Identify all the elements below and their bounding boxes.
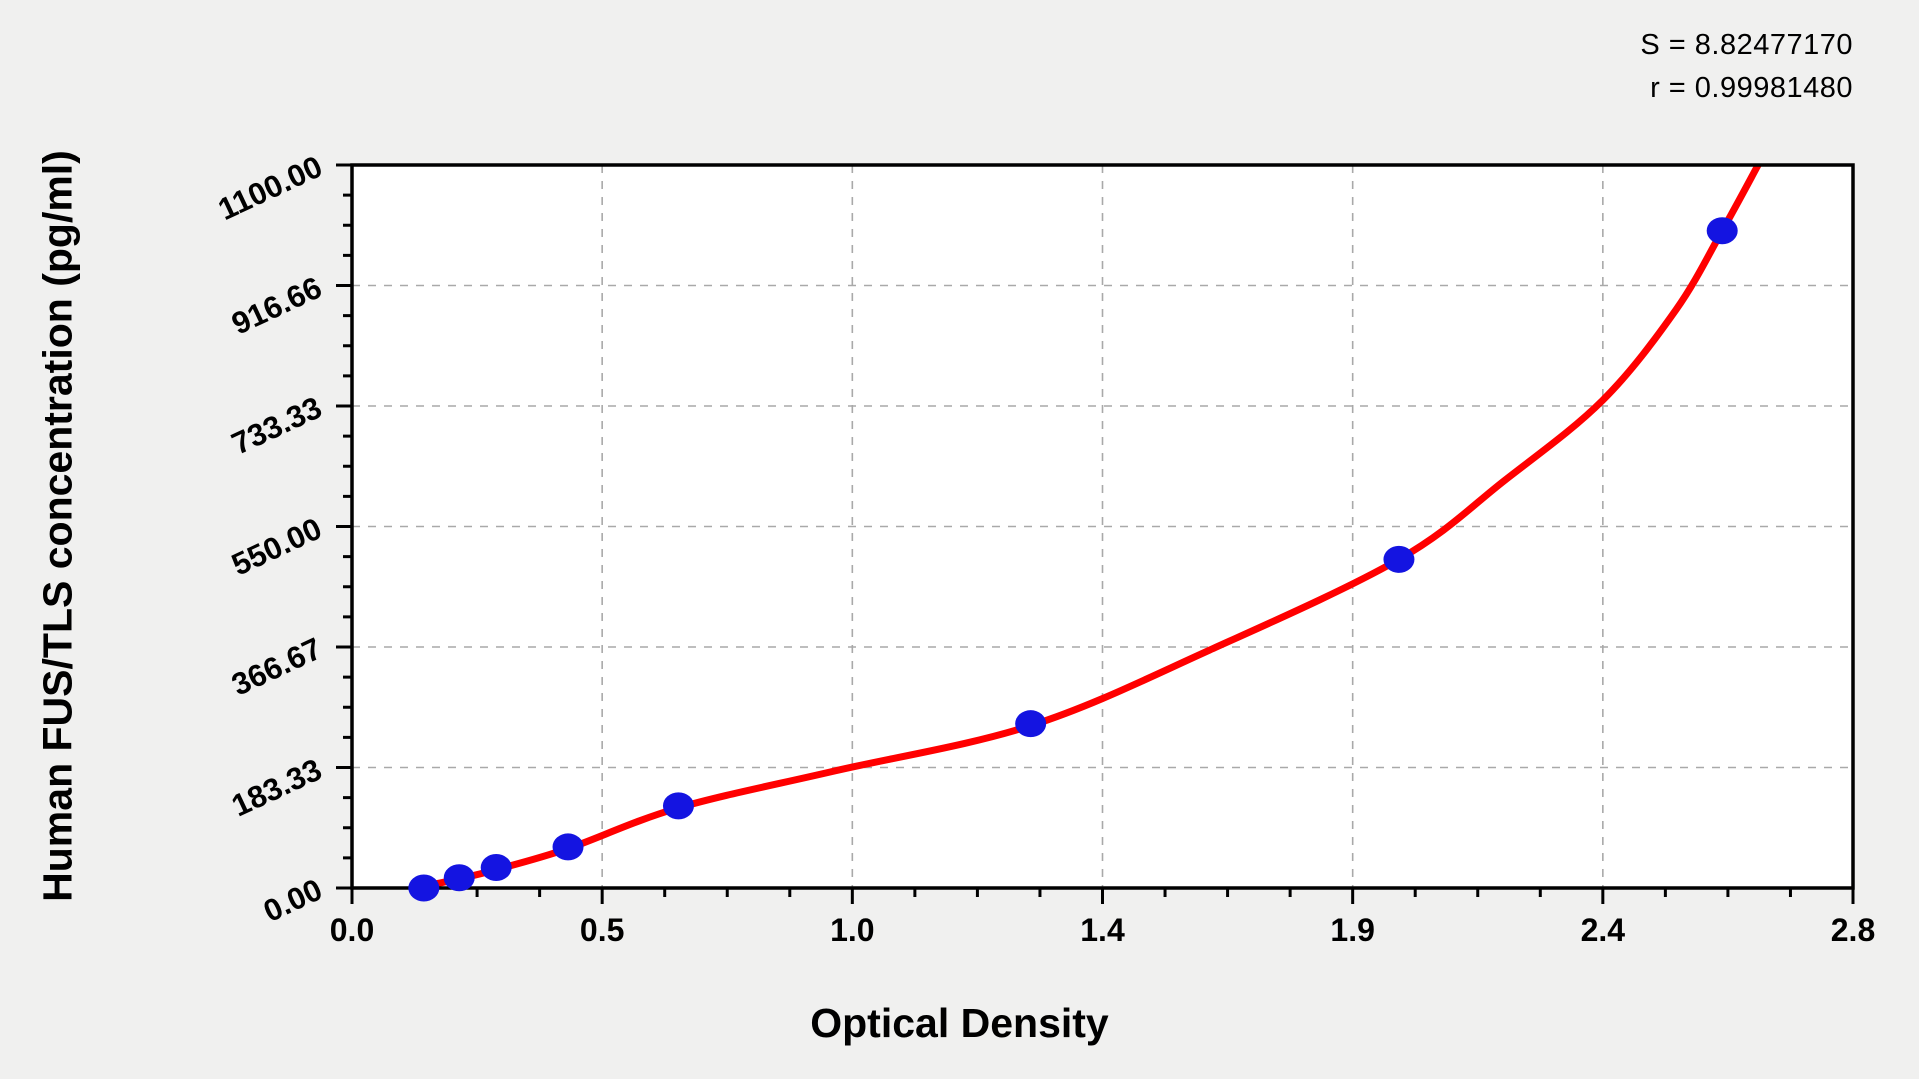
x-tick-label: 0.0 (329, 912, 375, 948)
x-axis-title: Optical Density (810, 1000, 1109, 1046)
x-tick-label: 1.0 (830, 912, 875, 948)
data-point (480, 853, 512, 881)
fit-statistics: S = 8.82477170 r = 0.99981480 (1640, 24, 1853, 110)
data-point (1015, 710, 1047, 738)
data-point (662, 792, 694, 820)
data-point (408, 874, 440, 902)
plot-frame (350, 163, 1855, 890)
data-point (443, 864, 475, 892)
x-tick-label: 2.4 (1580, 912, 1626, 948)
stat-r-value: r = 0.99981480 (1650, 72, 1853, 104)
x-tick-label: 1.9 (1330, 912, 1375, 948)
data-point (1706, 217, 1738, 245)
data-point (1383, 545, 1415, 573)
stat-s-value: S = 8.82477170 (1640, 29, 1853, 61)
y-axis-title: Human FUS/TLS concentration (pg/ml) (34, 150, 81, 902)
x-tick-label: 1.4 (1080, 912, 1125, 948)
x-tick-label: 2.8 (1830, 912, 1876, 948)
data-point (552, 833, 584, 861)
x-tick-label: 0.5 (579, 912, 625, 948)
